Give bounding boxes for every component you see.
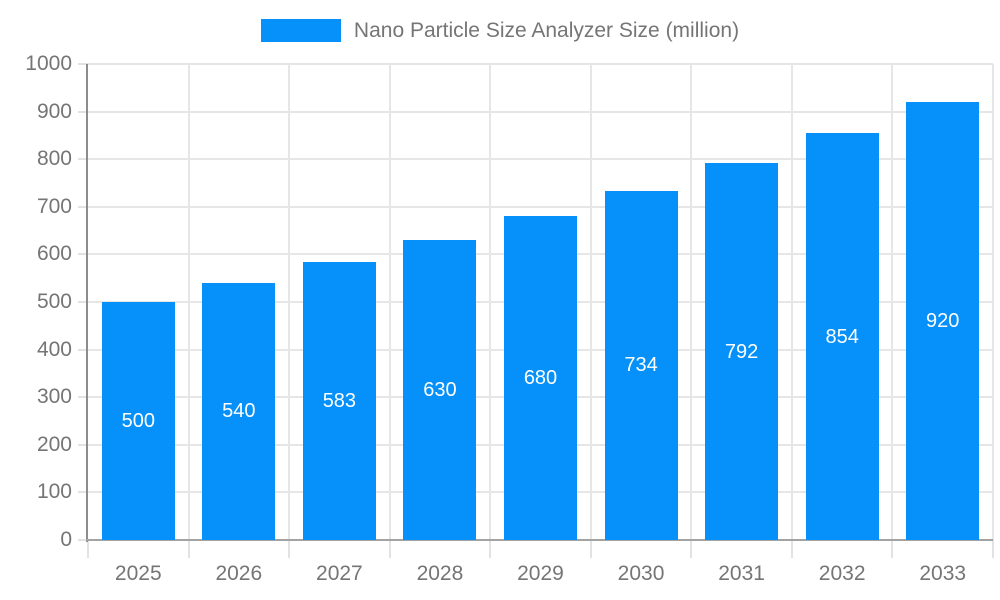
bar[interactable] [906, 102, 980, 540]
x-axis-tick [388, 540, 391, 558]
bar[interactable] [101, 302, 175, 540]
bar[interactable] [302, 262, 376, 540]
gridline-horizontal [88, 110, 993, 113]
x-axis-label: 2033 [919, 562, 967, 585]
x-axis-tick [992, 540, 994, 558]
x-axis-tick [187, 540, 190, 558]
y-axis-tick [78, 491, 88, 494]
y-axis-tick [78, 348, 88, 351]
gridline-vertical [790, 64, 793, 540]
gridline-horizontal [88, 158, 993, 161]
y-axis-tick [78, 253, 88, 256]
x-axis-label: 2027 [316, 562, 363, 585]
y-axis-tick [78, 396, 88, 399]
x-axis-tick [589, 540, 592, 558]
bar-value-label: 854 [825, 325, 859, 348]
bar[interactable] [604, 190, 678, 540]
y-axis-label: 800 [36, 147, 72, 171]
y-axis-label: 400 [36, 337, 72, 361]
bar[interactable] [504, 216, 577, 540]
bar-value-label: 630 [423, 379, 457, 402]
gridline-horizontal [88, 63, 993, 65]
y-axis-label: 0 [60, 528, 72, 551]
bar-value-label: 500 [121, 410, 155, 432]
x-axis-label: 2028 [416, 562, 464, 585]
bar-value-label: 792 [724, 340, 759, 363]
y-axis-label: 600 [36, 242, 72, 266]
bar-value-label: 540 [222, 400, 256, 423]
y-axis-label: 200 [36, 432, 72, 456]
x-axis-label: 2025 [114, 562, 162, 585]
y-axis-tick [78, 539, 88, 541]
gridline-vertical [388, 64, 391, 540]
x-axis-line [86, 539, 993, 541]
y-axis-tick [78, 443, 88, 446]
y-axis-tick [78, 205, 88, 208]
y-axis-tick [78, 63, 88, 65]
bar[interactable] [705, 163, 779, 540]
gridline-vertical [589, 64, 592, 540]
x-axis-label: 2031 [718, 562, 765, 585]
bar[interactable] [403, 240, 477, 540]
gridline-vertical [489, 64, 492, 540]
legend-label: Nano Particle Size Analyzer Size (millio… [353, 19, 740, 42]
y-axis-tick [78, 158, 88, 161]
legend[interactable]: Nano Particle Size Analyzer Size (millio… [0, 19, 1000, 42]
x-axis-tick [288, 540, 291, 558]
bar[interactable] [202, 282, 276, 540]
y-axis-line [86, 64, 88, 542]
gridline-vertical [187, 64, 190, 540]
y-axis-tick [78, 110, 88, 113]
x-axis-label: 2026 [215, 562, 263, 585]
bar-value-label: 734 [624, 354, 658, 377]
x-axis-tick [690, 540, 693, 558]
x-axis-tick [87, 540, 89, 558]
gridline-vertical [992, 64, 994, 540]
y-axis-label: 500 [36, 290, 72, 313]
x-axis-label: 2030 [617, 562, 665, 585]
y-axis-label: 900 [36, 99, 72, 123]
x-axis-tick [489, 540, 492, 558]
bar[interactable] [805, 133, 879, 540]
bar-value-label: 920 [926, 310, 960, 333]
gridline-horizontal [88, 205, 993, 208]
legend-swatch-icon [260, 19, 341, 42]
y-axis-label: 700 [36, 194, 72, 218]
gridline-vertical [891, 64, 894, 540]
gridline-vertical [690, 64, 693, 540]
x-axis-tick [790, 540, 793, 558]
gridline-vertical [288, 64, 291, 540]
x-axis-label: 2032 [818, 562, 866, 585]
y-axis-label: 300 [36, 385, 72, 409]
y-axis-label: 100 [36, 480, 72, 504]
x-axis-label: 2029 [517, 562, 564, 585]
y-axis-label: 1000 [25, 52, 72, 75]
bar-value-label: 583 [322, 390, 357, 413]
x-axis-tick [891, 540, 894, 558]
y-axis-tick [78, 301, 88, 303]
bar-value-label: 680 [523, 367, 558, 390]
